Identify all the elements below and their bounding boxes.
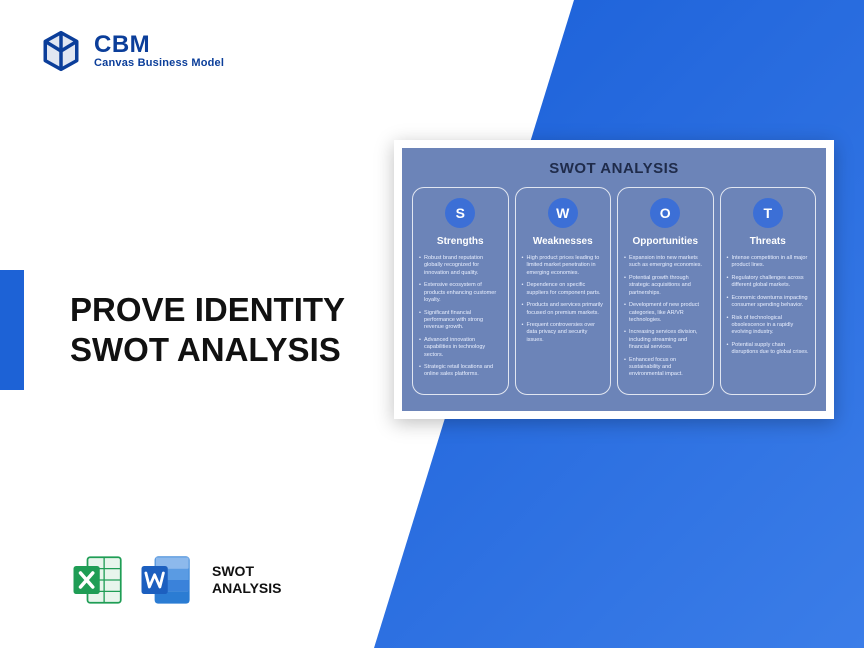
swot-item-list: Robust brand reputation globally recogni… <box>419 255 502 384</box>
swot-item: Development of new product categories, l… <box>624 302 707 324</box>
swot-item: Frequent controversies over data privacy… <box>522 322 605 344</box>
swot-title: SWOT ANALYSIS <box>412 160 816 177</box>
swot-letter-badge: O <box>650 198 680 228</box>
swot-columns: S Strengths Robust brand reputation global… <box>412 187 816 395</box>
swot-item: Extensive ecosystem of products enhancin… <box>419 282 502 304</box>
file-label: SWOT ANALYSIS <box>212 563 282 598</box>
swot-item: Regulatory challenges across different g… <box>727 275 810 290</box>
swot-column: T Threats Intense competition in all major… <box>720 187 817 395</box>
swot-item: Dependence on specific suppliers for com… <box>522 282 605 297</box>
swot-column: O Opportunities Expansion into new markets… <box>617 187 714 395</box>
headline-line2: SWOT ANALYSIS <box>70 330 345 370</box>
swot-column-heading: Weaknesses <box>533 236 593 247</box>
brand-name: CBM <box>94 33 224 57</box>
swot-item: Enhanced focus on sustainability and env… <box>624 357 707 379</box>
swot-item-list: Expansion into new markets such as emerg… <box>624 255 707 384</box>
swot-item: Robust brand reputation globally recogni… <box>419 255 502 277</box>
accent-bar <box>0 270 24 390</box>
file-type-icons: SWOT ANALYSIS <box>70 552 282 608</box>
swot-column-heading: Threats <box>750 236 786 247</box>
swot-item: High product prices leading to limited m… <box>522 255 605 277</box>
swot-letter-badge: W <box>548 198 578 228</box>
swot-item: Products and services primarily focused … <box>522 302 605 317</box>
page-title: PROVE IDENTITY SWOT ANALYSIS <box>70 290 345 369</box>
swot-card: SWOT ANALYSIS S Strengths Robust brand rep… <box>394 140 834 419</box>
swot-item-list: Intense competition in all major product… <box>727 255 810 362</box>
swot-column-heading: Opportunities <box>632 236 698 247</box>
swot-item: Expansion into new markets such as emerg… <box>624 255 707 270</box>
swot-item-list: High product prices leading to limited m… <box>522 255 605 349</box>
swot-letter-badge: T <box>753 198 783 228</box>
swot-item: Advanced innovation capabilities in tech… <box>419 337 502 359</box>
swot-column: S Strengths Robust brand reputation global… <box>412 187 509 395</box>
swot-item: Economic downturns impacting consumer sp… <box>727 295 810 310</box>
brand-tagline: Canvas Business Model <box>94 57 224 69</box>
swot-column: W Weaknesses High product prices leading t… <box>515 187 612 395</box>
file-label-line2: ANALYSIS <box>212 580 282 598</box>
swot-item: Strategic retail locations and online sa… <box>419 364 502 379</box>
file-label-line1: SWOT <box>212 563 282 581</box>
swot-item: Potential growth through strategic acqui… <box>624 275 707 297</box>
swot-item: Significant financial performance with s… <box>419 310 502 332</box>
swot-item: Risk of technological obsolescence in a … <box>727 315 810 337</box>
word-icon <box>138 552 194 608</box>
brand-logo-icon <box>40 30 82 72</box>
swot-item: Intense competition in all major product… <box>727 255 810 270</box>
swot-letter-badge: S <box>445 198 475 228</box>
swot-column-heading: Strengths <box>437 236 484 247</box>
headline-line1: PROVE IDENTITY <box>70 290 345 330</box>
swot-item: Potential supply chain disruptions due t… <box>727 342 810 357</box>
swot-item: Increasing services division, including … <box>624 329 707 351</box>
swot-panel: SWOT ANALYSIS S Strengths Robust brand rep… <box>402 148 826 411</box>
excel-icon <box>70 552 126 608</box>
brand-logo: CBM Canvas Business Model <box>40 30 224 72</box>
